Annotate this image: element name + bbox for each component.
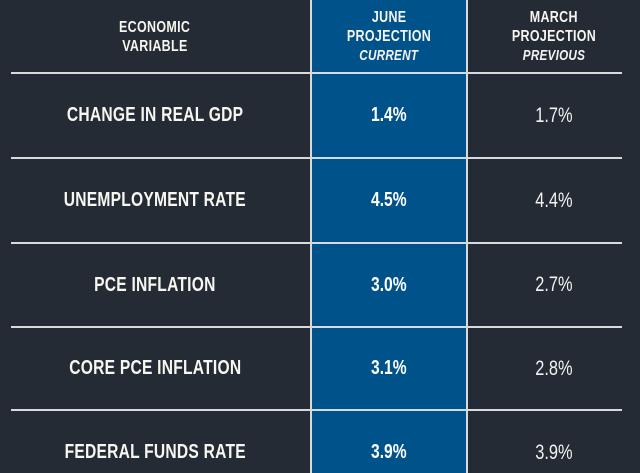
header-line: MARCH <box>529 9 578 26</box>
value-previous: 2.7% <box>535 273 573 296</box>
row-divider <box>11 409 622 411</box>
value-current: 3.9% <box>371 441 407 463</box>
header-text-block: ECONOMIC VARIABLE <box>109 18 200 56</box>
june-value-pce-inflation: 3.0% <box>310 243 468 327</box>
value-previous: 4.4% <box>535 188 573 212</box>
value-previous: 1.7% <box>535 103 573 127</box>
header-line: ECONOMIC <box>119 18 191 36</box>
value-previous: 2.8% <box>535 356 573 380</box>
row-label-change-in-real-gdp: CHANGE IN REAL GDP <box>0 73 310 158</box>
header-line: JUNE <box>371 9 407 26</box>
row-label-unemployment-rate: UNEMPLOYMENT RATE <box>0 158 310 243</box>
june-value-unemployment-rate: 4.5% <box>310 158 468 243</box>
variable-name: CHANGE IN REAL GDP <box>66 104 244 126</box>
value-current: 1.4% <box>371 104 407 126</box>
june-value-core-pce-inflation: 3.1% <box>310 327 468 410</box>
march-value-unemployment-rate: 4.4% <box>468 158 640 243</box>
header-subtitle-previous: PREVIOUS <box>522 47 586 64</box>
row-divider <box>11 242 622 244</box>
row-divider <box>11 326 622 328</box>
header-text-block: MARCH PROJECTION PREVIOUS <box>500 8 608 65</box>
march-value-pce-inflation: 2.7% <box>468 243 640 327</box>
row-label-pce-inflation: PCE INFLATION <box>0 243 310 327</box>
value-current: 3.1% <box>371 357 407 379</box>
header-line: PROJECTION <box>346 28 432 45</box>
header-text-block: JUNE PROJECTION CURRENT <box>335 8 443 65</box>
value-current: 3.0% <box>371 273 407 296</box>
variable-name: FEDERAL FUNDS RATE <box>64 441 246 463</box>
variable-name: PCE INFLATION <box>94 273 216 296</box>
june-value-change-in-real-gdp: 1.4% <box>310 73 468 158</box>
header-line: PROJECTION <box>511 28 597 45</box>
row-divider <box>11 72 622 74</box>
march-value-change-in-real-gdp: 1.7% <box>468 73 640 158</box>
variable-name: CORE PCE INFLATION <box>68 357 242 379</box>
row-divider <box>11 157 622 159</box>
column-header-economic-variable: ECONOMIC VARIABLE <box>0 0 310 73</box>
march-value-core-pce-inflation: 2.8% <box>468 327 640 410</box>
june-value-federal-funds-rate: 3.9% <box>310 410 468 473</box>
row-label-federal-funds-rate: FEDERAL FUNDS RATE <box>0 410 310 473</box>
variable-name: UNEMPLOYMENT RATE <box>63 189 247 211</box>
column-header-june-projection: JUNE PROJECTION CURRENT <box>310 0 468 73</box>
march-value-federal-funds-rate: 3.9% <box>468 410 640 473</box>
row-label-core-pce-inflation: CORE PCE INFLATION <box>0 327 310 410</box>
value-current: 4.5% <box>371 189 407 211</box>
value-previous: 3.9% <box>535 440 573 464</box>
header-subtitle-current: CURRENT <box>359 47 419 64</box>
column-header-march-projection: MARCH PROJECTION PREVIOUS <box>468 0 640 73</box>
header-line: VARIABLE <box>122 37 188 55</box>
